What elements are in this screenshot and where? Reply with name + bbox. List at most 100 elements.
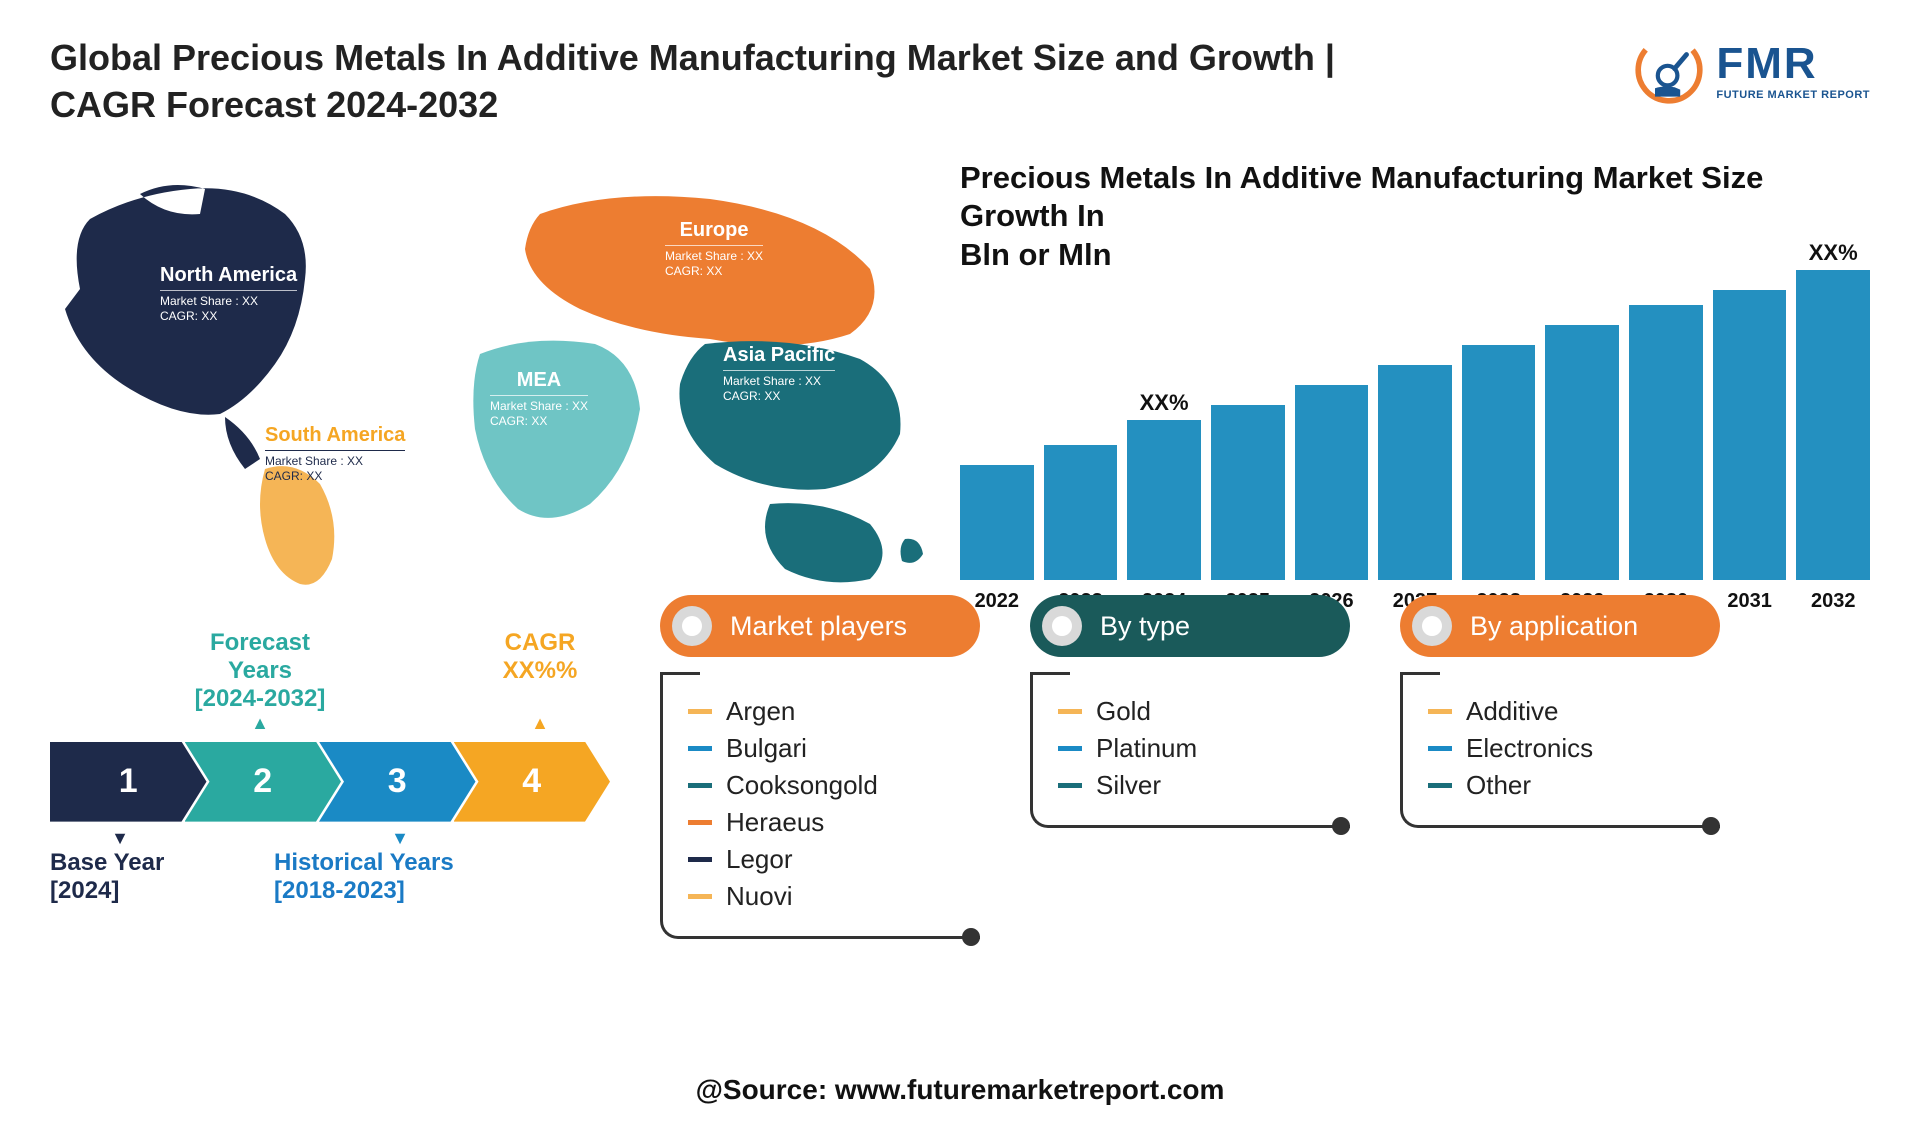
- region-cagr: CAGR: XX: [265, 469, 405, 485]
- region-mea: MEA Market Share : XX CAGR: XX: [490, 369, 588, 430]
- category-pill: By application: [1400, 595, 1720, 657]
- list-item: Legor: [688, 844, 980, 875]
- bar: [1545, 325, 1619, 580]
- region-meta: Market Share : XX CAGR: XX: [265, 450, 405, 485]
- bar-2028: 2028: [1462, 345, 1536, 613]
- bar-2031: 2031: [1713, 290, 1787, 613]
- tl-text: CAGR: [470, 629, 610, 657]
- bar: [1796, 270, 1870, 580]
- category-title: By application: [1470, 611, 1638, 642]
- bar: [1713, 290, 1787, 580]
- bar-2026: 2026: [1295, 385, 1369, 613]
- region-europe: Europe Market Share : XX CAGR: XX: [665, 219, 763, 280]
- region-meta: Market Share : XX CAGR: XX: [160, 290, 297, 325]
- item-label: Cooksongold: [726, 770, 878, 801]
- logo: FMR FUTURE MARKET REPORT: [1634, 35, 1870, 105]
- chart-title: Precious Metals In Additive Manufacturin…: [960, 159, 1870, 275]
- timeline-top-arrows: ▲ ▲: [50, 713, 610, 734]
- bar-2022: 2022: [960, 465, 1034, 613]
- category-pill: By type: [1030, 595, 1350, 657]
- item-label: Other: [1466, 770, 1531, 801]
- dash-icon: [1428, 746, 1452, 751]
- dash-icon: [688, 857, 712, 862]
- region-cagr: CAGR: XX: [723, 389, 835, 405]
- arrow-up-icon: ▲: [190, 713, 330, 734]
- dash-icon: [1428, 783, 1452, 788]
- tl-text: Forecast Years: [190, 629, 330, 685]
- category-title: By type: [1100, 611, 1190, 642]
- bar-year-label: 2031: [1727, 590, 1772, 613]
- bar: [1629, 305, 1703, 580]
- arrow-down-icon: ▼: [50, 828, 190, 849]
- category-list: ArgenBulgariCooksongoldHeraeusLegorNuovi: [660, 672, 980, 939]
- pill-dot-icon: [1042, 606, 1082, 646]
- bar-annotation: XX%: [1140, 390, 1189, 416]
- dash-icon: [1058, 783, 1082, 788]
- item-label: Electronics: [1466, 733, 1593, 764]
- list-item: Heraeus: [688, 807, 980, 838]
- tl-sub: [2018-2023]: [274, 877, 470, 905]
- bar-2025: 2025: [1211, 405, 1285, 613]
- logo-sub: FUTURE MARKET REPORT: [1716, 89, 1870, 101]
- category-1: By typeGoldPlatinumSilver: [1030, 595, 1350, 939]
- bar-2029: 2029: [1545, 325, 1619, 613]
- region-south-america: South America Market Share : XX CAGR: XX: [265, 424, 405, 485]
- item-label: Argen: [726, 696, 795, 727]
- dash-icon: [688, 783, 712, 788]
- bar: [1211, 405, 1285, 580]
- header: Global Precious Metals In Additive Manuf…: [0, 0, 1920, 139]
- bar: [960, 465, 1034, 580]
- base-year-label: Base Year [2024]: [50, 849, 190, 905]
- dash-icon: [688, 820, 712, 825]
- category-title: Market players: [730, 611, 907, 642]
- page-title: Global Precious Metals In Additive Manuf…: [50, 35, 1350, 129]
- chevron-1: 1: [50, 742, 207, 822]
- historical-years-label: Historical Years [2018-2023]: [274, 849, 470, 905]
- pill-dot-icon: [1412, 606, 1452, 646]
- source-attribution: @Source: www.futuremarketreport.com: [696, 1074, 1225, 1106]
- region-share: Market Share : XX: [490, 399, 588, 415]
- list-item: Gold: [1058, 696, 1350, 727]
- dash-icon: [1058, 746, 1082, 751]
- dash-icon: [688, 894, 712, 899]
- list-item: Cooksongold: [688, 770, 980, 801]
- region-share: Market Share : XX: [723, 374, 835, 390]
- cagr-label: CAGR XX%%: [470, 629, 610, 713]
- bar-2032: XX%2032: [1796, 270, 1870, 613]
- tl-text: Base Year: [50, 849, 190, 877]
- chevron-4: 4: [454, 742, 611, 822]
- region-share: Market Share : XX: [160, 294, 297, 310]
- bar-2027: 2027: [1378, 365, 1452, 613]
- category-0: Market players Argen Bulgari Cooksongold Her…: [660, 595, 980, 939]
- category-list: GoldPlatinumSilver: [1030, 672, 1350, 828]
- world-map: North America Market Share : XX CAGR: XX…: [50, 159, 930, 589]
- bar: [1044, 445, 1118, 580]
- region-meta: Market Share : XX CAGR: XX: [490, 395, 588, 430]
- region-share: Market Share : XX: [665, 249, 763, 265]
- timeline-bottom-labels: Base Year [2024] Historical Years [2018-…: [50, 849, 610, 905]
- list-item: Platinum: [1058, 733, 1350, 764]
- tl-text: Historical Years: [274, 849, 470, 877]
- region-cagr: CAGR: XX: [490, 414, 588, 430]
- bar-2030: 2030: [1629, 305, 1703, 613]
- item-label: Additive: [1466, 696, 1559, 727]
- list-item: Additive: [1428, 696, 1720, 727]
- bar-2023: 2023: [1044, 445, 1118, 613]
- region-cagr: CAGR: XX: [160, 309, 297, 325]
- item-label: Bulgari: [726, 733, 807, 764]
- region-meta: Market Share : XX CAGR: XX: [723, 370, 835, 405]
- category-columns: Market players Argen Bulgari Cooksongold Her…: [660, 595, 1720, 939]
- bar-chart: 20222023XX%20242025202620272028202920302…: [960, 283, 1870, 613]
- bar: [1378, 365, 1452, 580]
- region-title: Europe: [665, 219, 763, 242]
- tl-sub: [2024]: [50, 877, 190, 905]
- bar-annotation: XX%: [1809, 240, 1858, 266]
- region-title: South America: [265, 424, 405, 447]
- tl-sub: XX%%: [470, 657, 610, 685]
- logo-icon: [1634, 35, 1704, 105]
- timeline-top-labels: Forecast Years [2024-2032] CAGR XX%%: [50, 629, 610, 713]
- region-meta: Market Share : XX CAGR: XX: [665, 245, 763, 280]
- arrow-up-icon: ▲: [470, 713, 610, 734]
- chevron-3: 3: [319, 742, 476, 822]
- dash-icon: [688, 746, 712, 751]
